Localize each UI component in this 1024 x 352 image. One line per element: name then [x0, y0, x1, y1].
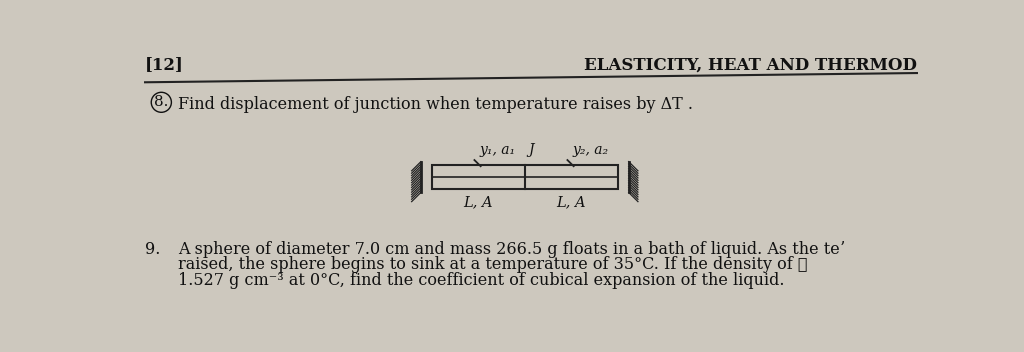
Text: J: J — [528, 143, 534, 157]
Text: L, A: L, A — [556, 195, 586, 209]
Text: [12]: [12] — [145, 56, 184, 73]
Text: 9.: 9. — [145, 241, 161, 258]
Text: Find displacement of junction when temperature raises by ΔT .: Find displacement of junction when tempe… — [178, 96, 693, 113]
Text: L, A: L, A — [464, 195, 494, 209]
Text: 1.527 g cm⁻³ at 0°C, find the coefficient of cubical expansion of the liquid.: 1.527 g cm⁻³ at 0°C, find the coefficien… — [178, 272, 784, 289]
Text: raised, the sphere begins to sink at a temperature of 35°C. If the density of ℓ: raised, the sphere begins to sink at a t… — [178, 256, 808, 273]
Text: y₂, a₂: y₂, a₂ — [572, 143, 609, 157]
Text: A sphere of diameter 7.0 cm and mass 266.5 g floats in a bath of liquid. As the : A sphere of diameter 7.0 cm and mass 266… — [178, 241, 845, 258]
Bar — [432, 165, 617, 189]
Text: y₁, a₁: y₁, a₁ — [480, 143, 516, 157]
Text: 8.: 8. — [155, 95, 169, 109]
Text: ELASTICITY, HEAT AND THERMOD: ELASTICITY, HEAT AND THERMOD — [584, 56, 916, 73]
